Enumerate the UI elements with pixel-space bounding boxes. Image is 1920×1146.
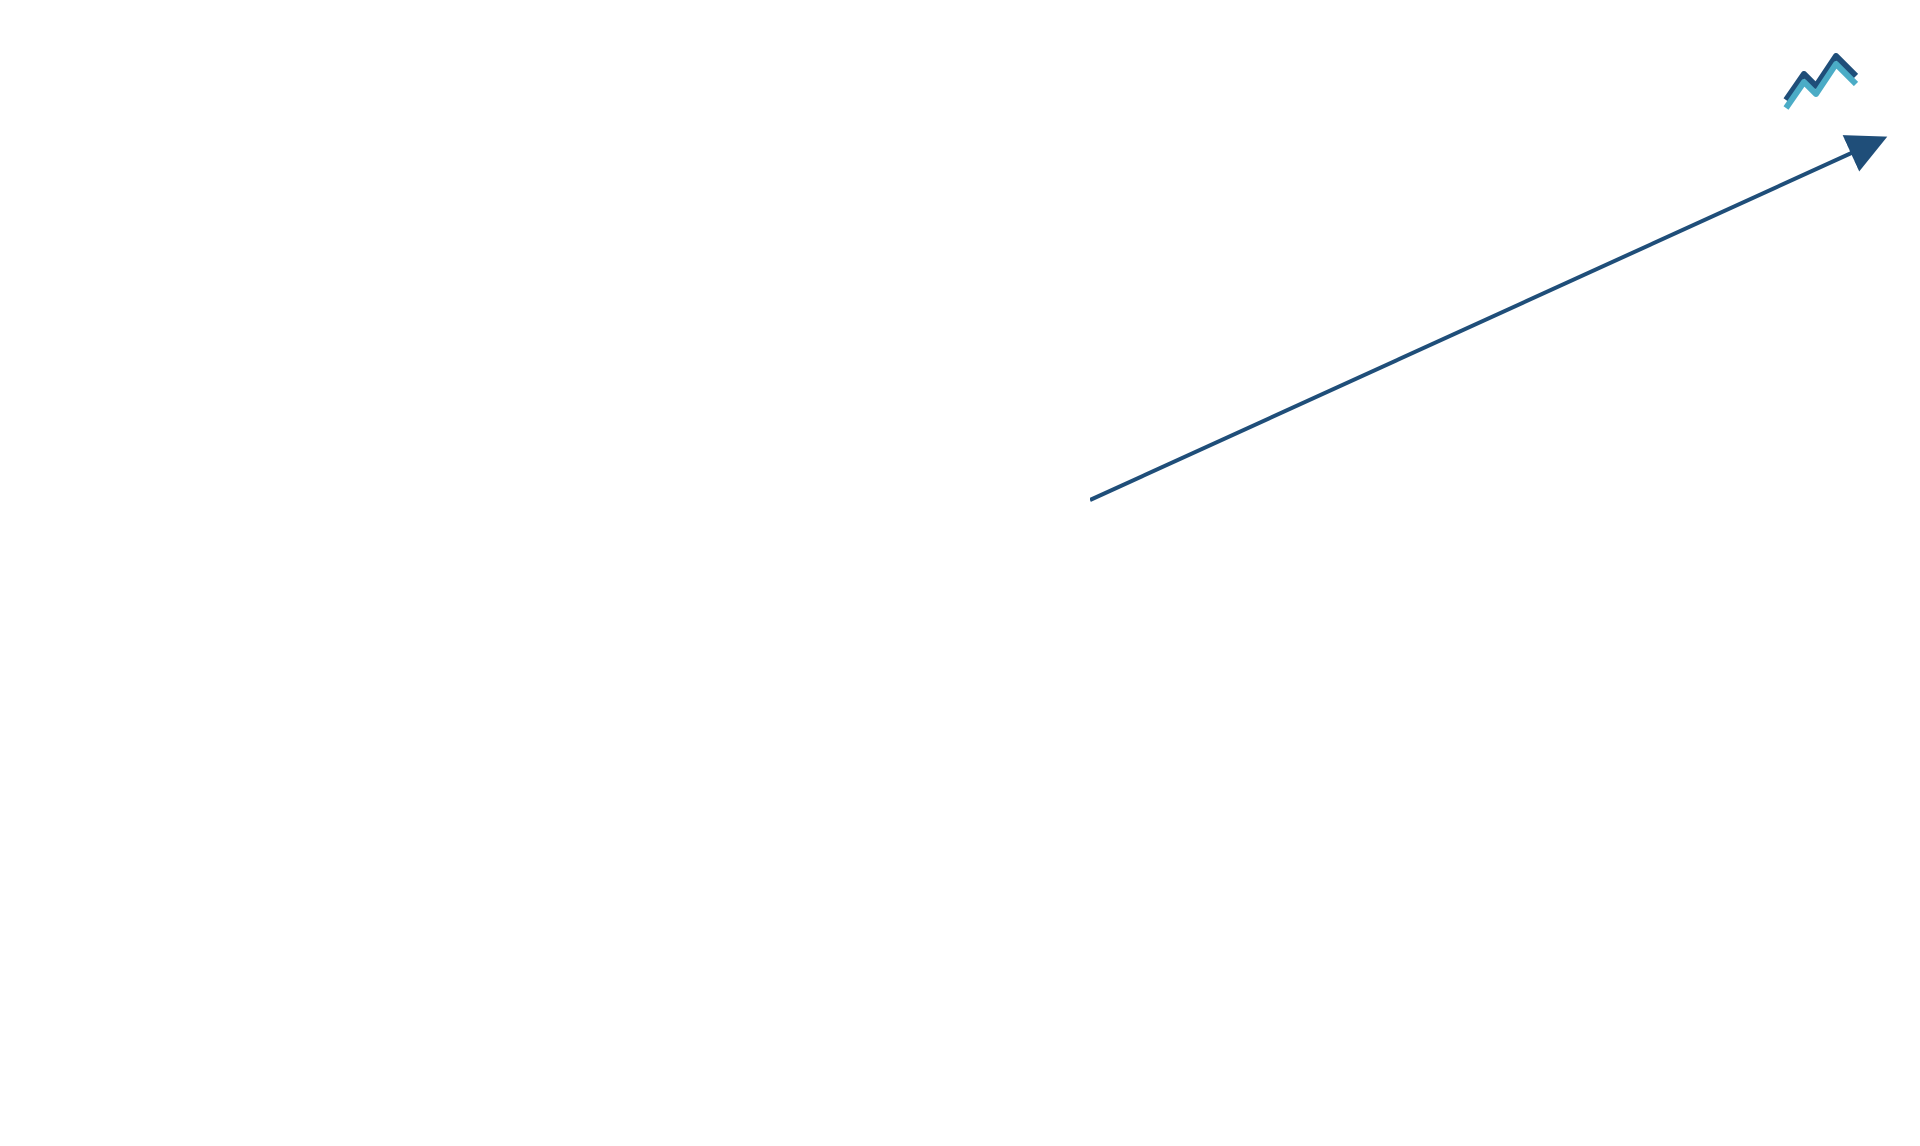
bottom-row <box>50 690 1870 1130</box>
brand-logo-icon <box>1782 40 1862 110</box>
player-labels <box>677 720 787 1130</box>
market-segmentation-panel <box>50 690 617 1130</box>
player-bars <box>807 720 1244 1130</box>
world-map-svg <box>50 130 1010 630</box>
top-key-players-panel <box>677 690 1244 1130</box>
regional-analysis-panel <box>1303 690 1870 1130</box>
top-row <box>50 130 1870 650</box>
segmentation-chart <box>50 720 350 1130</box>
header <box>50 40 1870 110</box>
brand-logo <box>1782 40 1870 110</box>
main-bar-chart <box>1050 130 1870 650</box>
world-map <box>50 130 1010 650</box>
regional-donut <box>1303 775 1603 1075</box>
